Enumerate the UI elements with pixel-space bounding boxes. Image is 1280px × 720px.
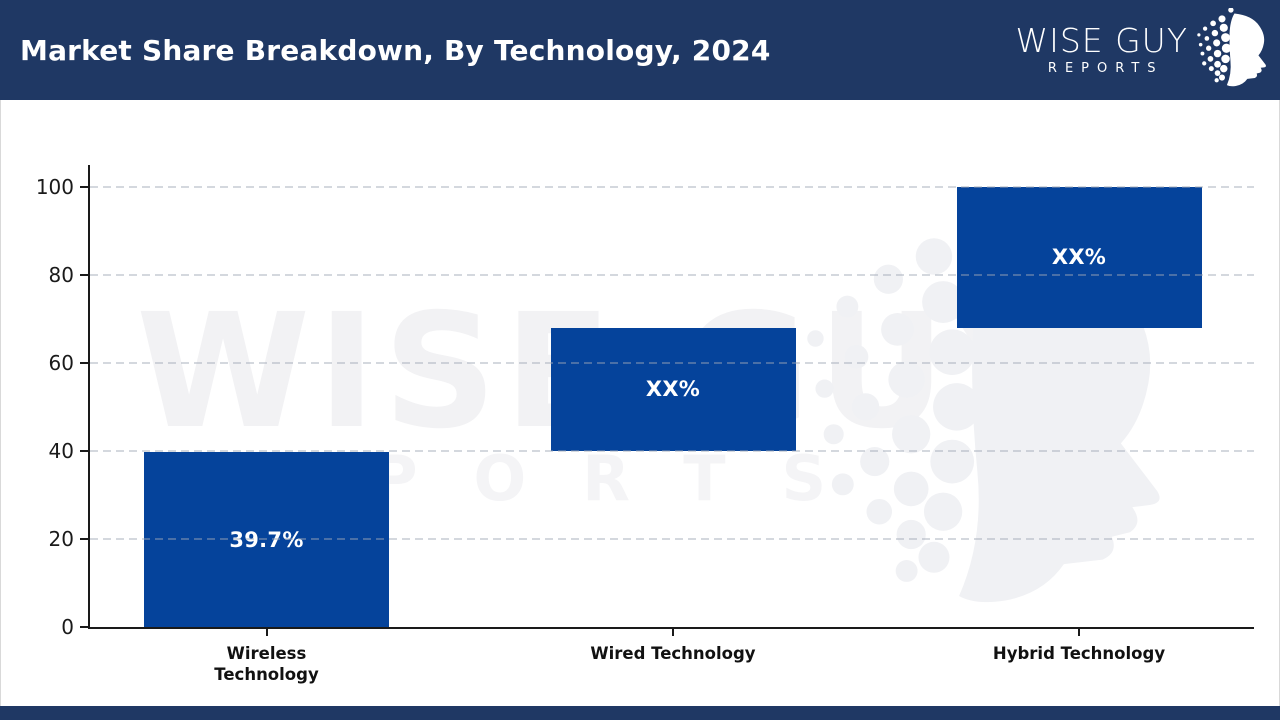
y-tick-mark-0 — [80, 626, 88, 628]
logo-face-icon — [1197, 8, 1266, 87]
gridline-80 — [90, 274, 1254, 276]
y-tick-mark-100 — [80, 186, 88, 188]
y-tick-label-100: 100 — [35, 175, 74, 199]
y-tick-label-40: 40 — [48, 439, 74, 463]
y-tick-label-80: 80 — [48, 263, 74, 287]
wise-guy-logo: WISE GUY REPORTS — [1015, 0, 1270, 100]
header-bar: Market Share Breakdown, By Technology, 2… — [0, 0, 1280, 100]
logo-subtitle: REPORTS — [1047, 61, 1164, 77]
x-axis-label-3: Hybrid Technology — [992, 644, 1166, 663]
y-tick-label-0: 0 — [61, 615, 74, 639]
logo-wordmark: WISE GUY — [1015, 20, 1188, 60]
x-axis-label-1: Wireless Technology — [214, 644, 319, 685]
footer-bar — [0, 706, 1280, 720]
bar-value-label: XX% — [1051, 245, 1107, 270]
y-tick-mark-40 — [80, 450, 88, 452]
gridline-20 — [90, 538, 1254, 540]
bar-value-label: 39.7% — [229, 527, 304, 552]
y-tick-mark-80 — [80, 274, 88, 276]
bar-value-label: XX% — [645, 377, 701, 402]
gridline-100 — [90, 186, 1254, 188]
logo-text: WISE GUY REPORTS — [1015, 20, 1188, 77]
bar-hybrid-technology: XX% — [956, 187, 1202, 328]
gridline-40 — [90, 450, 1254, 452]
bar-wireless-technology: 39.7% — [144, 452, 389, 627]
x-tick-mark-2 — [672, 629, 674, 636]
y-tick-mark-60 — [80, 362, 88, 364]
x-tick-mark-1 — [265, 629, 268, 636]
y-tick-label-20: 20 — [48, 527, 74, 551]
y-tick-mark-20 — [80, 538, 88, 540]
bar-wired-technology: XX% — [550, 327, 796, 451]
gridline-60 — [90, 362, 1254, 364]
page-title: Market Share Breakdown, By Technology, 2… — [20, 33, 771, 67]
x-axis-label-2: Wired Technology — [590, 644, 756, 663]
x-tick-mark-3 — [1078, 629, 1080, 636]
plot-area: 0 20 40 60 80 100 39.7% Wireless Technology XX% W… — [36, 165, 1254, 684]
y-tick-label-60: 60 — [48, 351, 74, 375]
